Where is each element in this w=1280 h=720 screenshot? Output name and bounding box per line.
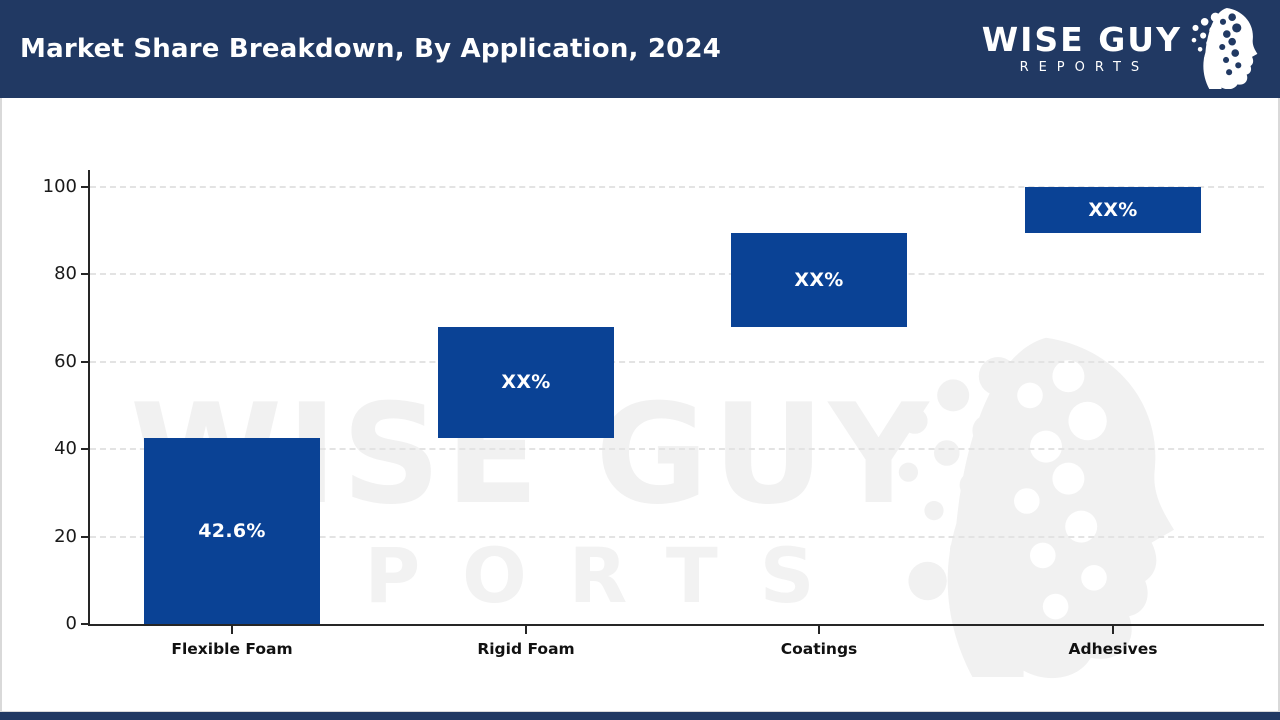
x-axis-tick [525, 626, 527, 634]
x-axis-tick [231, 626, 233, 634]
bar-value-label: 42.6% [198, 519, 266, 542]
y-axis-tick-label: 100 [42, 176, 77, 197]
header: Market Share Breakdown, By Application, … [0, 0, 1280, 98]
y-axis-tick [81, 273, 90, 276]
footer-bar [0, 712, 1280, 720]
bar-rigid-foam: XX% [438, 326, 614, 438]
gridline-100 [90, 186, 1264, 188]
bar-value-label: XX% [501, 371, 551, 394]
y-axis-line [88, 170, 90, 626]
category-label: Coatings [780, 640, 858, 658]
y-axis-tick-label: 80 [54, 263, 77, 285]
brand-logo-text: WISE GUY REPORTS [982, 23, 1182, 75]
y-axis-tick-label: 40 [54, 438, 77, 460]
y-axis-tick-label: 0 [65, 613, 77, 634]
x-axis-tick [1112, 626, 1114, 634]
chart-body: WISE GUY REPORTS [0, 98, 1280, 713]
gridline-80 [90, 273, 1264, 276]
x-axis-line [88, 624, 1264, 626]
y-axis-tick [81, 448, 90, 451]
page-title: Market Share Breakdown, By Application, … [20, 34, 722, 64]
category-label: Flexible Foam [171, 640, 293, 658]
gridline-20 [90, 535, 1264, 538]
y-axis-tick [81, 535, 90, 538]
x-axis-tick [818, 626, 820, 634]
bar-value-label: XX% [794, 268, 844, 291]
gridline-60 [90, 360, 1264, 363]
gridline-40 [90, 448, 1264, 451]
brand-subtitle: REPORTS [1019, 60, 1150, 75]
category-label: Adhesives [1068, 640, 1158, 658]
y-axis-tick-label: 60 [54, 350, 77, 372]
bar-flexible-foam: 42.6% [144, 437, 320, 624]
bar-coatings: XX% [731, 232, 907, 327]
watermark-head-icon [870, 316, 1190, 690]
y-axis-tick [81, 186, 90, 188]
brand-head-icon [1184, 5, 1262, 93]
bar-adhesives: XX% [1025, 187, 1201, 233]
y-axis-tick [81, 360, 90, 363]
brand-name: WISE GUY [981, 20, 1182, 59]
y-axis-tick-label: 20 [54, 525, 77, 547]
bar-value-label: XX% [1088, 198, 1138, 221]
y-axis-tick [81, 623, 90, 625]
brand-logo: WISE GUY REPORTS [982, 5, 1262, 93]
category-label: Rigid Foam [477, 640, 575, 658]
